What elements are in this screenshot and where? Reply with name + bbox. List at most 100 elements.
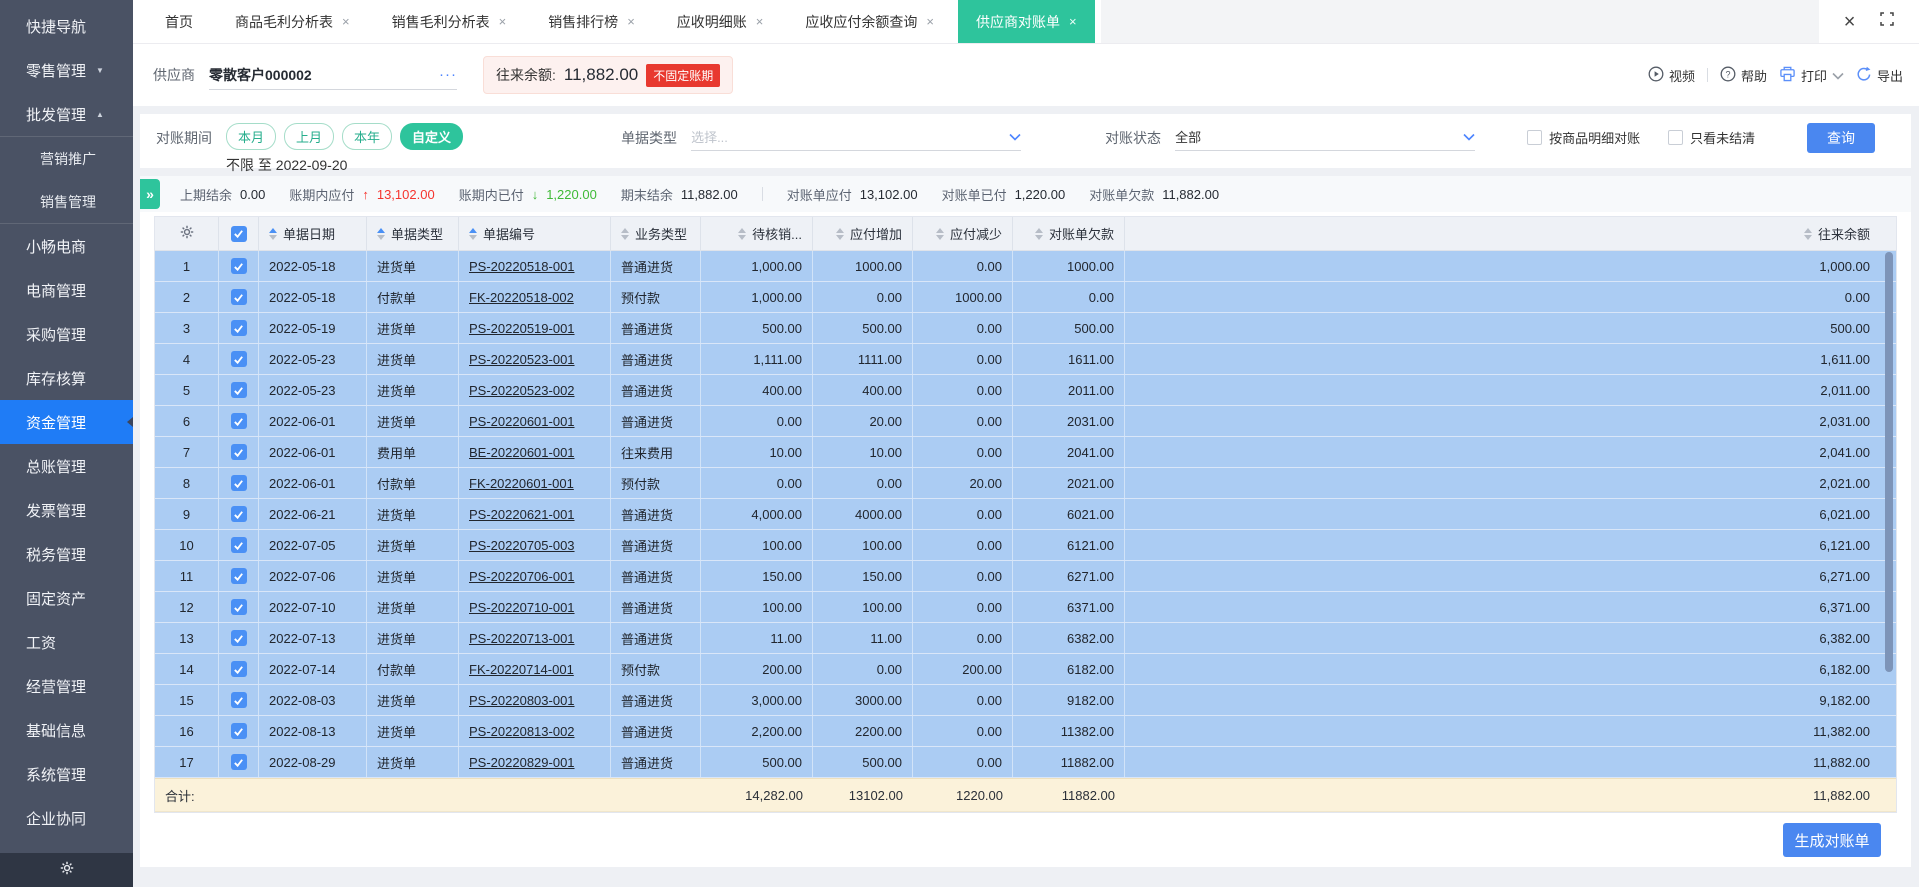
- status-select[interactable]: 全部: [1175, 123, 1476, 151]
- tab-1[interactable]: 首页: [147, 0, 211, 43]
- export-action[interactable]: 导出: [1856, 66, 1903, 85]
- period-option-1[interactable]: 本月: [226, 123, 277, 150]
- row-checkbox[interactable]: [230, 754, 247, 770]
- vertical-scrollbar[interactable]: [1885, 252, 1893, 672]
- sidebar-item-7[interactable]: 电商管理: [0, 268, 133, 312]
- col-header-doc-type[interactable]: 单据类型: [367, 217, 459, 250]
- sidebar-item-2[interactable]: 零售管理 ▼: [0, 48, 133, 92]
- sidebar-item-12[interactable]: 发票管理: [0, 488, 133, 532]
- row-checkbox[interactable]: [230, 568, 247, 584]
- doc-no-link[interactable]: PS-20220518-001: [469, 258, 575, 274]
- table-row[interactable]: 3 2022-05-19 进货单 PS-20220519-001 普通进货 500.00 5…: [155, 313, 1896, 344]
- doc-no-link[interactable]: PS-20220705-003: [469, 537, 575, 553]
- col-header-row-number[interactable]: [155, 217, 219, 250]
- close-tab-icon[interactable]: ×: [1068, 14, 1077, 29]
- row-checkbox[interactable]: [230, 382, 247, 398]
- tab-3[interactable]: 销售毛利分析表 ×: [374, 0, 525, 43]
- doc-no-link[interactable]: PS-20220829-001: [469, 754, 575, 770]
- table-row[interactable]: 1 2022-05-18 进货单 PS-20220518-001 普通进货 1,000.0…: [155, 251, 1896, 282]
- sidebar-item-17[interactable]: 基础信息: [0, 708, 133, 752]
- row-checkbox[interactable]: [230, 630, 247, 646]
- table-row[interactable]: 10 2022-07-05 进货单 PS-20220705-003 普通进货 100.00…: [155, 530, 1896, 561]
- sidebar-item-8[interactable]: 采购管理: [0, 312, 133, 356]
- col-header-payable-decrease[interactable]: 应付减少: [913, 217, 1013, 250]
- period-option-2[interactable]: 上月: [284, 123, 335, 150]
- sidebar-item-18[interactable]: 系统管理: [0, 752, 133, 796]
- row-checkbox[interactable]: [230, 723, 247, 739]
- doc-no-link[interactable]: PS-20220813-002: [469, 723, 575, 739]
- row-checkbox[interactable]: [230, 413, 247, 429]
- checkbox-detail[interactable]: 按商品明细对账: [1527, 128, 1640, 147]
- supplier-picker-ellipsis-icon[interactable]: ···: [439, 66, 457, 83]
- print-action[interactable]: 打印: [1779, 66, 1844, 85]
- row-checkbox[interactable]: [230, 351, 247, 367]
- close-window-icon[interactable]: ×: [1843, 10, 1856, 33]
- table-row[interactable]: 7 2022-06-01 费用单 BE-20220601-001 往来费用 10.00 10…: [155, 437, 1896, 468]
- table-row[interactable]: 17 2022-08-29 进货单 PS-20220829-001 普通进货 500.00…: [155, 747, 1896, 778]
- sidebar-item-11[interactable]: 总账管理: [0, 444, 133, 488]
- select-all-checkbox[interactable]: [230, 225, 247, 242]
- sidebar-item-10[interactable]: 资金管理: [0, 400, 133, 444]
- row-checkbox[interactable]: [230, 289, 247, 305]
- doc-type-select[interactable]: 选择...: [691, 123, 1022, 151]
- sidebar-item-3[interactable]: 批发管理 ▲: [0, 92, 133, 136]
- sidebar-item-16[interactable]: 经营管理: [0, 664, 133, 708]
- tab-2[interactable]: 商品毛利分析表 ×: [217, 0, 368, 43]
- table-row[interactable]: 16 2022-08-13 进货单 PS-20220813-002 普通进货 2,200.…: [155, 716, 1896, 747]
- doc-no-link[interactable]: FK-20220601-001: [469, 475, 574, 491]
- table-row[interactable]: 15 2022-08-03 进货单 PS-20220803-001 普通进货 3,000.…: [155, 685, 1896, 716]
- sidebar-item-6[interactable]: 小畅电商: [0, 224, 133, 268]
- checkbox-unsettled[interactable]: 只看未结清: [1668, 128, 1755, 147]
- fullscreen-icon[interactable]: [1880, 12, 1894, 31]
- table-row[interactable]: 2 2022-05-18 付款单 FK-20220518-002 预付款 1,000.00…: [155, 282, 1896, 313]
- col-header-payable-increase[interactable]: 应付增加: [813, 217, 913, 250]
- period-option-custom[interactable]: 自定义: [400, 123, 464, 150]
- query-button[interactable]: 查询: [1807, 123, 1875, 153]
- doc-no-link[interactable]: PS-20220601-001: [469, 413, 575, 429]
- doc-no-link[interactable]: PS-20220621-001: [469, 506, 575, 522]
- doc-no-link[interactable]: PS-20220523-002: [469, 382, 575, 398]
- row-checkbox[interactable]: [230, 475, 247, 491]
- table-row[interactable]: 8 2022-06-01 付款单 FK-20220601-001 预付款 0.00 0.00…: [155, 468, 1896, 499]
- table-row[interactable]: 11 2022-07-06 进货单 PS-20220706-001 普通进货 150.00…: [155, 561, 1896, 592]
- sidebar-item-5[interactable]: 销售管理: [0, 180, 133, 224]
- tab-7[interactable]: 供应商对账单 ×: [957, 0, 1095, 43]
- col-header-doc-date[interactable]: 单据日期: [259, 217, 367, 250]
- sidebar-item-15[interactable]: 工资: [0, 620, 133, 664]
- supplier-input[interactable]: 零散客户000002 ···: [209, 60, 457, 90]
- row-checkbox[interactable]: [230, 444, 247, 460]
- sidebar-item-4[interactable]: 营销推广: [0, 136, 133, 180]
- doc-no-link[interactable]: FK-20220714-001: [469, 661, 574, 677]
- row-checkbox[interactable]: [230, 258, 247, 274]
- close-tab-icon[interactable]: ×: [926, 14, 934, 29]
- col-header-doc-no[interactable]: 单据编号: [459, 217, 611, 250]
- sidebar-item-13[interactable]: 税务管理: [0, 532, 133, 576]
- tab-5[interactable]: 应收明细账 ×: [659, 0, 782, 43]
- col-header-biz-type[interactable]: 业务类型: [611, 217, 701, 250]
- close-tab-icon[interactable]: ×: [755, 14, 764, 29]
- close-tab-icon[interactable]: ×: [342, 14, 350, 29]
- column-settings-gear-icon[interactable]: [179, 224, 195, 243]
- table-row[interactable]: 5 2022-05-23 进货单 PS-20220523-002 普通进货 400.00 4…: [155, 375, 1896, 406]
- tab-4[interactable]: 销售排行榜 ×: [530, 0, 653, 43]
- doc-no-link[interactable]: PS-20220523-001: [469, 351, 575, 367]
- row-checkbox[interactable]: [230, 506, 247, 522]
- tab-6[interactable]: 应收应付余额查询 ×: [787, 0, 952, 43]
- help-action[interactable]: ? 帮助: [1720, 66, 1767, 85]
- sidebar-item-1[interactable]: 快捷导航: [0, 4, 133, 48]
- sidebar-item-19[interactable]: 企业协同: [0, 796, 133, 840]
- video-action[interactable]: 视频: [1648, 66, 1695, 85]
- row-checkbox[interactable]: [230, 692, 247, 708]
- close-tab-icon[interactable]: ×: [627, 14, 635, 29]
- table-row[interactable]: 9 2022-06-21 进货单 PS-20220621-001 普通进货 4,000.0…: [155, 499, 1896, 530]
- table-row[interactable]: 4 2022-05-23 进货单 PS-20220523-001 普通进货 1,111.0…: [155, 344, 1896, 375]
- row-checkbox[interactable]: [230, 320, 247, 336]
- period-range[interactable]: 不限 至 2022-09-20: [226, 157, 348, 173]
- doc-no-link[interactable]: PS-20220519-001: [469, 320, 575, 336]
- expand-panel-icon[interactable]: »: [140, 179, 160, 209]
- table-row[interactable]: 14 2022-07-14 付款单 FK-20220714-001 预付款 200.00 0…: [155, 654, 1896, 685]
- col-header-statement-debt[interactable]: 对账单欠款: [1013, 217, 1125, 250]
- doc-no-link[interactable]: PS-20220803-001: [469, 692, 575, 708]
- row-checkbox[interactable]: [230, 537, 247, 553]
- doc-no-link[interactable]: PS-20220706-001: [469, 568, 575, 584]
